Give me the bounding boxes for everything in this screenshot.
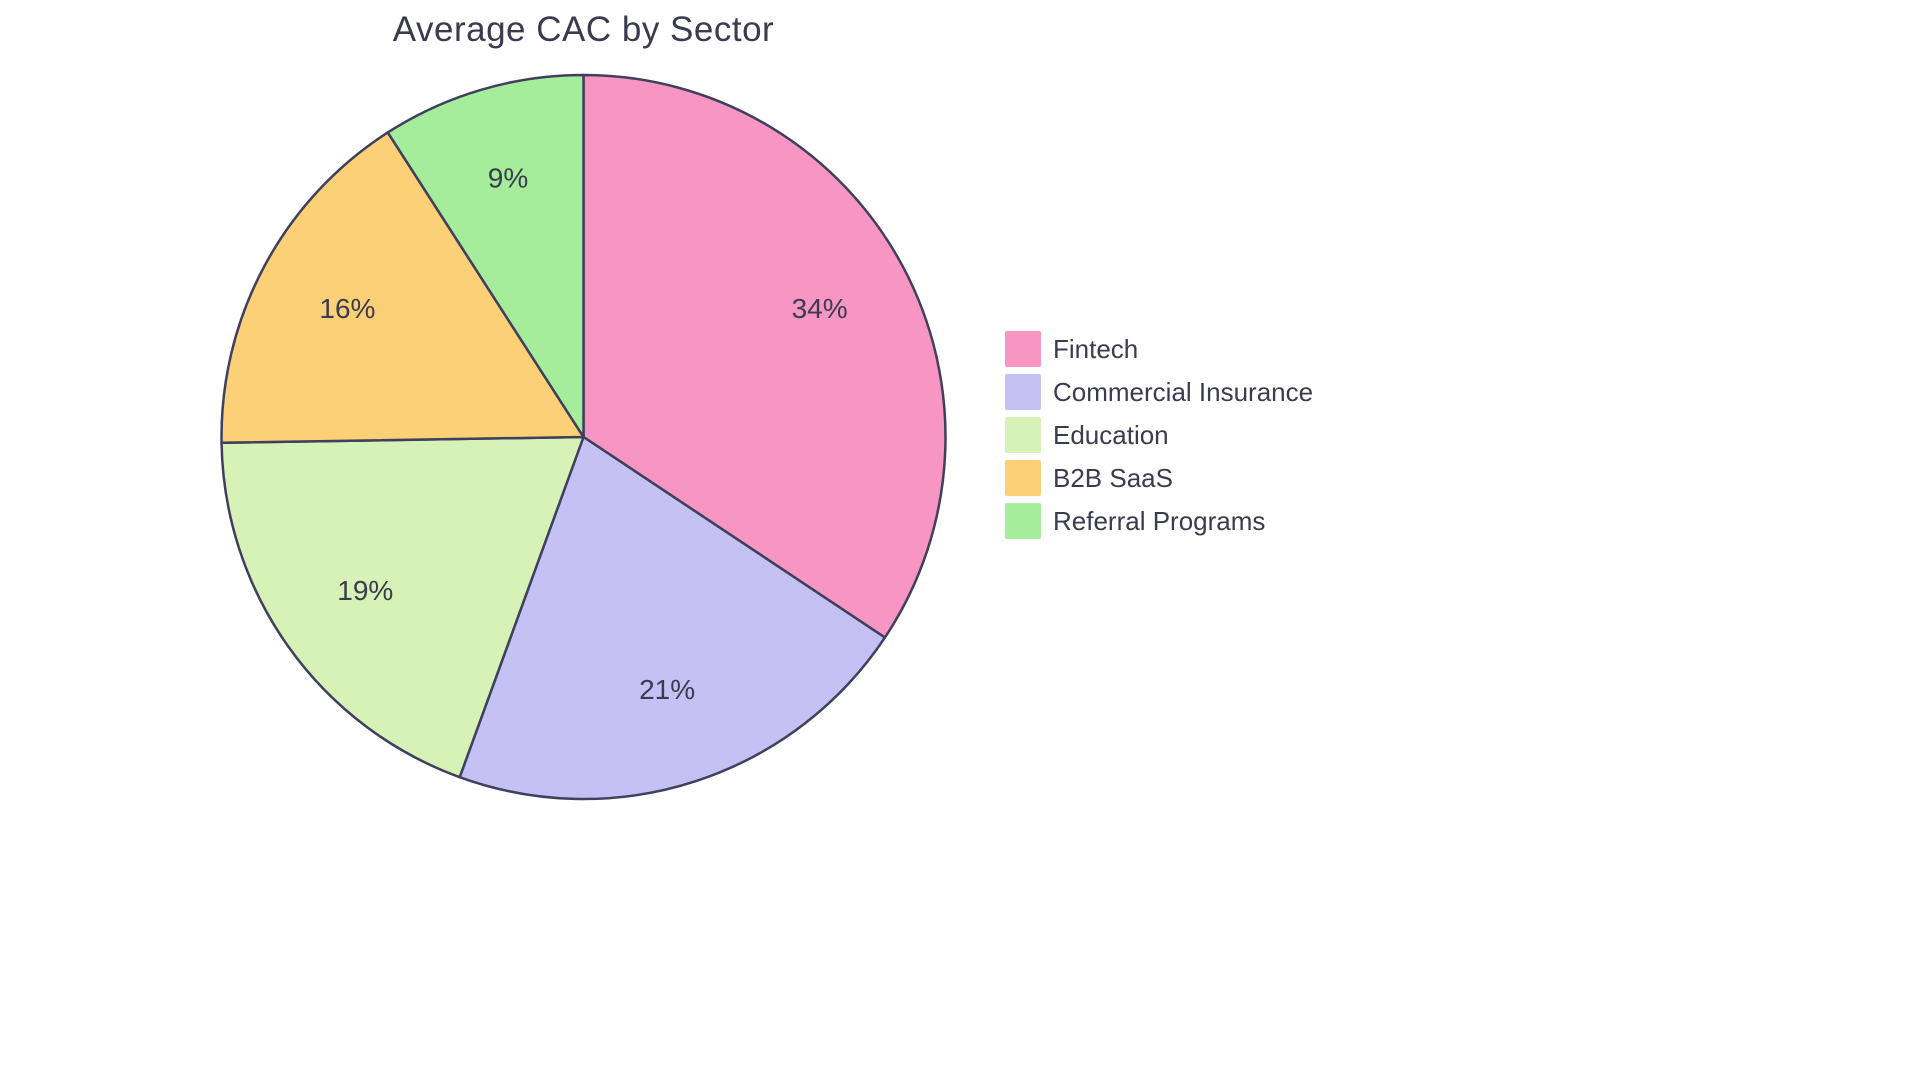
legend-swatch-fintech xyxy=(1005,331,1041,367)
legend-item-b2b-saas[interactable]: B2B SaaS xyxy=(1005,460,1313,496)
pie-slice-education[interactable] xyxy=(220,435,585,779)
pie-slice-referral-programs[interactable] xyxy=(386,73,585,439)
slice-percent-label-referral-programs: 9% xyxy=(488,162,528,193)
slice-percent-label-fintech: 34% xyxy=(792,293,848,324)
slice-percent-label-b2b-saas: 16% xyxy=(319,293,375,324)
pie-slice-b2b-saas[interactable] xyxy=(220,131,585,444)
legend-label-commercial-insurance: Commercial Insurance xyxy=(1053,376,1314,407)
legend-item-education[interactable]: Education xyxy=(1005,417,1313,453)
legend: Fintech Commercial Insurance Education B2B … xyxy=(1005,331,1313,539)
legend-item-fintech[interactable]: Fintech xyxy=(1005,331,1313,367)
legend-swatch-education xyxy=(1005,417,1041,453)
legend-swatch-commercial-insurance xyxy=(1005,374,1041,410)
pie-slice-commercial-insurance[interactable] xyxy=(458,435,887,801)
legend-swatch-b2b-saas xyxy=(1005,460,1041,496)
chart-title: Average CAC by Sector xyxy=(392,10,775,49)
slice-percent-label-education: 19% xyxy=(337,575,393,606)
legend-label-education: Education xyxy=(1053,419,1169,450)
legend-label-referral-programs: Referral Programs xyxy=(1053,505,1266,536)
legend-item-commercial-insurance[interactable]: Commercial Insurance xyxy=(1005,374,1313,410)
legend-item-referral-programs[interactable]: Referral Programs xyxy=(1005,503,1313,539)
slice-percent-label-commercial-insurance: 21% xyxy=(639,674,695,705)
legend-swatch-referral-programs xyxy=(1005,503,1041,539)
legend-label-fintech: Fintech xyxy=(1053,333,1139,364)
legend-label-b2b-saas: B2B SaaS xyxy=(1053,462,1173,493)
